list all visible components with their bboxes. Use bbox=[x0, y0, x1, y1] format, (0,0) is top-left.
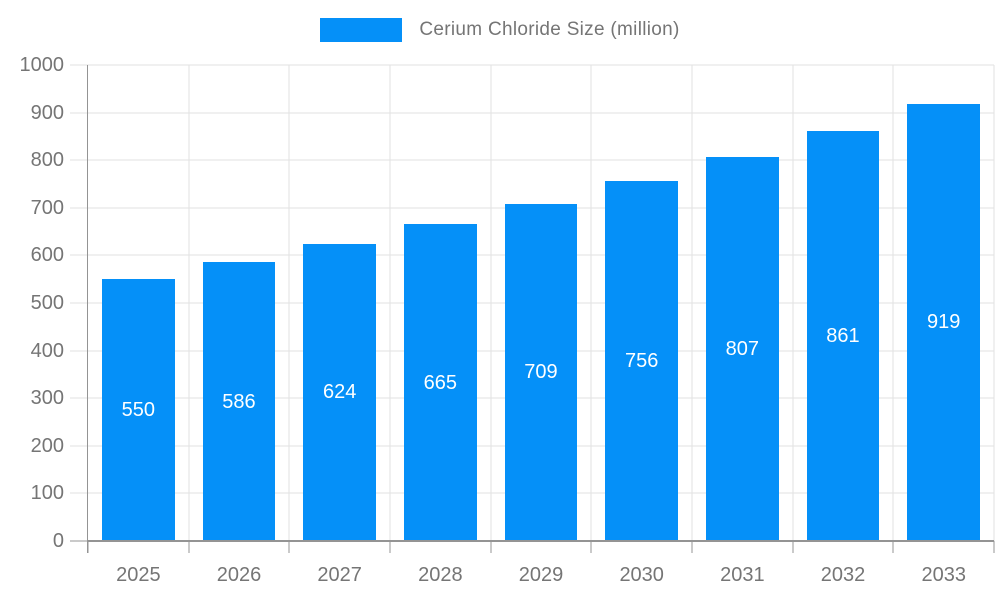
gridline-vertical bbox=[590, 65, 592, 541]
y-tick-label: 0 bbox=[52, 530, 64, 552]
gridline-vertical bbox=[792, 65, 794, 541]
bar-value-label: 665 bbox=[423, 371, 457, 394]
gridline-horizontal bbox=[88, 159, 994, 161]
gridline-vertical bbox=[288, 65, 290, 541]
y-tick-mark bbox=[70, 64, 88, 66]
bar-value-label: 756 bbox=[624, 350, 659, 373]
x-tick-label-2033: 2033 bbox=[921, 564, 966, 586]
x-tick-label-2031: 2031 bbox=[720, 564, 765, 586]
x-tick-label-2030: 2030 bbox=[619, 564, 664, 586]
gridline-vertical bbox=[389, 65, 391, 541]
x-tick-mark bbox=[188, 541, 190, 553]
x-tick-mark bbox=[288, 541, 290, 553]
bar-slot: 807 bbox=[692, 65, 793, 541]
bar-slot: 586 bbox=[189, 65, 290, 541]
x-axis-ticks bbox=[87, 541, 995, 553]
bar-2028[interactable]: 665 bbox=[404, 224, 477, 541]
x-tick-mark bbox=[389, 541, 391, 553]
y-axis-line bbox=[87, 65, 88, 553]
x-tick-mark bbox=[892, 541, 894, 553]
bar-slot: 756 bbox=[591, 65, 692, 541]
x-tick-mark bbox=[490, 541, 492, 553]
x-axis-labels: 2025 2026 2027 2028 2029 2030 2031 2032 2033 bbox=[88, 560, 994, 590]
y-tick-mark bbox=[70, 540, 88, 542]
x-tick-label-2028: 2028 bbox=[418, 564, 463, 586]
gridline-vertical bbox=[691, 65, 693, 541]
gridline-vertical bbox=[188, 65, 190, 541]
y-tick-label: 1000 bbox=[19, 54, 65, 76]
legend-swatch[interactable] bbox=[320, 18, 403, 42]
y-tick-label: 500 bbox=[30, 292, 64, 314]
x-tick-mark bbox=[792, 541, 794, 553]
y-tick-mark bbox=[70, 445, 88, 447]
bar-2027[interactable]: 624 bbox=[303, 243, 376, 541]
bar-slot: 665 bbox=[390, 65, 491, 541]
x-tick-mark bbox=[590, 541, 592, 553]
y-tick-label: 100 bbox=[30, 482, 64, 505]
bar-2026[interactable]: 586 bbox=[202, 262, 276, 541]
x-tick-label-2027: 2027 bbox=[317, 564, 362, 586]
x-tick-label-2026: 2026 bbox=[216, 564, 262, 586]
x-tick-label-2025: 2025 bbox=[116, 564, 161, 586]
plot-area: 550 586 624 665 709 756 807 861 919 bbox=[88, 64, 995, 541]
y-tick-label: 800 bbox=[30, 149, 64, 172]
bar-2030[interactable]: 756 bbox=[605, 181, 678, 541]
bar-slot: 624 bbox=[289, 65, 390, 541]
bar-2033[interactable]: 919 bbox=[907, 103, 980, 541]
x-tick-label-2032: 2032 bbox=[820, 564, 866, 586]
y-tick-label: 300 bbox=[30, 387, 64, 410]
bar-value-label: 709 bbox=[524, 361, 558, 384]
bar-slot: 550 bbox=[88, 65, 189, 541]
y-tick-mark bbox=[70, 254, 88, 256]
bar-value-label: 550 bbox=[121, 399, 155, 422]
y-tick-label: 600 bbox=[30, 244, 64, 267]
x-tick-mark bbox=[993, 541, 995, 553]
y-tick-mark bbox=[70, 302, 88, 304]
bar-value-label: 624 bbox=[322, 381, 357, 404]
bar-value-label: 861 bbox=[826, 325, 860, 348]
y-axis-labels: 0 100 200 300 400 500 600 700 800 900 1000 bbox=[0, 55, 65, 551]
bar-slot: 919 bbox=[893, 65, 994, 541]
bar-value-label: 807 bbox=[725, 337, 759, 360]
gridline-vertical bbox=[993, 65, 995, 541]
y-tick-mark bbox=[70, 159, 88, 161]
y-tick-mark bbox=[70, 350, 88, 352]
bar-2032[interactable]: 861 bbox=[806, 131, 880, 541]
y-tick-label: 700 bbox=[30, 196, 64, 219]
gridline-horizontal bbox=[88, 112, 994, 114]
x-tick-label-2029: 2029 bbox=[518, 564, 564, 586]
bar-2025[interactable]: 550 bbox=[102, 279, 175, 541]
y-tick-mark bbox=[70, 397, 88, 399]
bar-value-label: 919 bbox=[926, 311, 961, 334]
y-tick-label: 400 bbox=[30, 339, 64, 362]
legend: Cerium Chloride Size (million) bbox=[0, 14, 1000, 46]
legend-label[interactable]: Cerium Chloride Size (million) bbox=[419, 19, 680, 40]
x-tick-mark bbox=[691, 541, 693, 553]
gridline-vertical bbox=[490, 65, 492, 541]
gridline-horizontal bbox=[88, 64, 994, 66]
bar-value-label: 586 bbox=[222, 390, 256, 413]
y-tick-mark bbox=[70, 112, 88, 114]
bar-slot: 709 bbox=[491, 65, 592, 541]
bar-slot: 861 bbox=[793, 65, 894, 541]
x-tick-mark bbox=[87, 541, 89, 553]
y-tick-mark bbox=[70, 492, 88, 494]
gridline-vertical bbox=[892, 65, 894, 541]
y-axis-ticks bbox=[70, 64, 88, 542]
bar-2029[interactable]: 709 bbox=[504, 203, 578, 541]
x-axis-line bbox=[88, 540, 994, 542]
y-tick-label: 200 bbox=[30, 434, 64, 457]
y-tick-mark bbox=[70, 207, 88, 209]
bar-2031[interactable]: 807 bbox=[706, 156, 779, 541]
y-tick-label: 900 bbox=[30, 101, 64, 124]
